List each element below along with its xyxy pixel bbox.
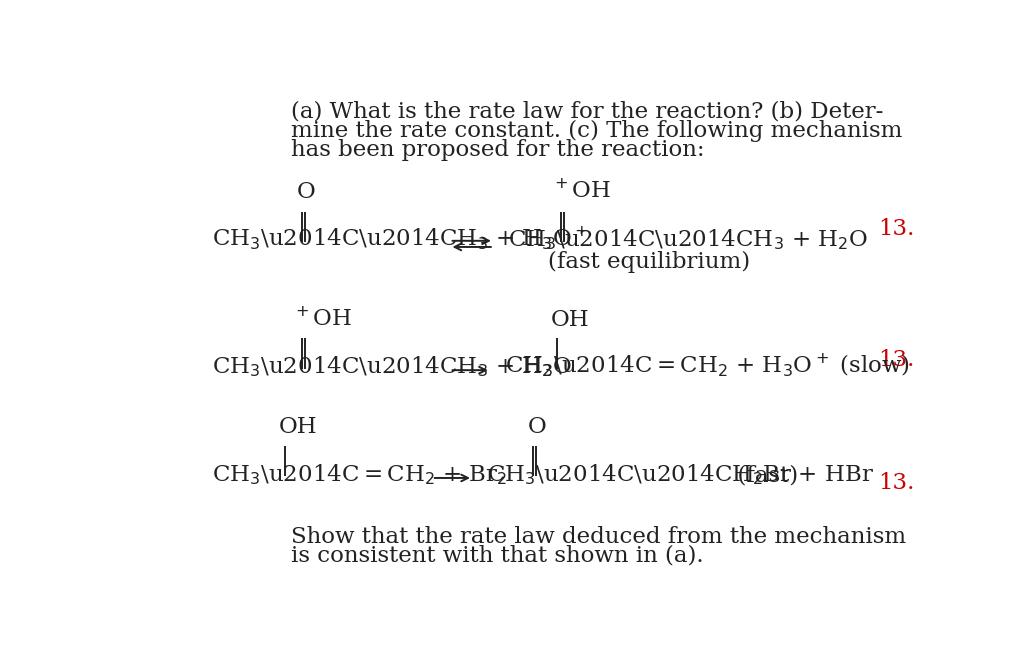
Text: OH: OH	[551, 308, 590, 331]
Text: Show that the rate law deduced from the mechanism: Show that the rate law deduced from the …	[291, 526, 906, 548]
Text: CH$_3$\u2014C\u2014CH$_3$ + H$_3$O$^+$: CH$_3$\u2014C\u2014CH$_3$ + H$_3$O$^+$	[212, 224, 588, 252]
Text: 13.: 13.	[879, 472, 914, 494]
Text: $^+$OH: $^+$OH	[292, 307, 352, 331]
Text: O: O	[528, 415, 547, 437]
Text: CH$_3$\u2014C\u2014CH$_3$ + H$_2$O: CH$_3$\u2014C\u2014CH$_3$ + H$_2$O	[508, 227, 867, 252]
Text: mine the rate constant. (c) The following mechanism: mine the rate constant. (c) The followin…	[291, 120, 902, 142]
Text: O: O	[297, 181, 315, 203]
Text: CH$_3$\u2014C\u2014CH$_3$ + H$_2$O: CH$_3$\u2014C\u2014CH$_3$ + H$_2$O	[212, 354, 571, 379]
Text: (a) What is the rate law for the reaction? (b) Deter-: (a) What is the rate law for the reactio…	[291, 101, 883, 122]
Text: (fast): (fast)	[723, 464, 799, 486]
Text: CH$_3$\u2014C$=$CH$_2$ + H$_3$O$^+$ (slow): CH$_3$\u2014C$=$CH$_2$ + H$_3$O$^+$ (slo…	[505, 351, 909, 379]
Text: 13.: 13.	[879, 218, 914, 240]
Text: (fast equilibrium): (fast equilibrium)	[548, 251, 751, 273]
Text: has been proposed for the reaction:: has been proposed for the reaction:	[291, 139, 705, 161]
Text: is consistent with that shown in (a).: is consistent with that shown in (a).	[291, 545, 703, 567]
Text: 13.: 13.	[879, 349, 914, 370]
Text: CH$_3$\u2014C$=$CH$_2$ + Br$_2$: CH$_3$\u2014C$=$CH$_2$ + Br$_2$	[212, 462, 507, 487]
Text: $^+$OH: $^+$OH	[551, 179, 611, 203]
Text: CH$_3$\u2014C\u2014CH$_2$Br + HBr: CH$_3$\u2014C\u2014CH$_2$Br + HBr	[486, 462, 873, 487]
Text: OH: OH	[279, 415, 317, 437]
